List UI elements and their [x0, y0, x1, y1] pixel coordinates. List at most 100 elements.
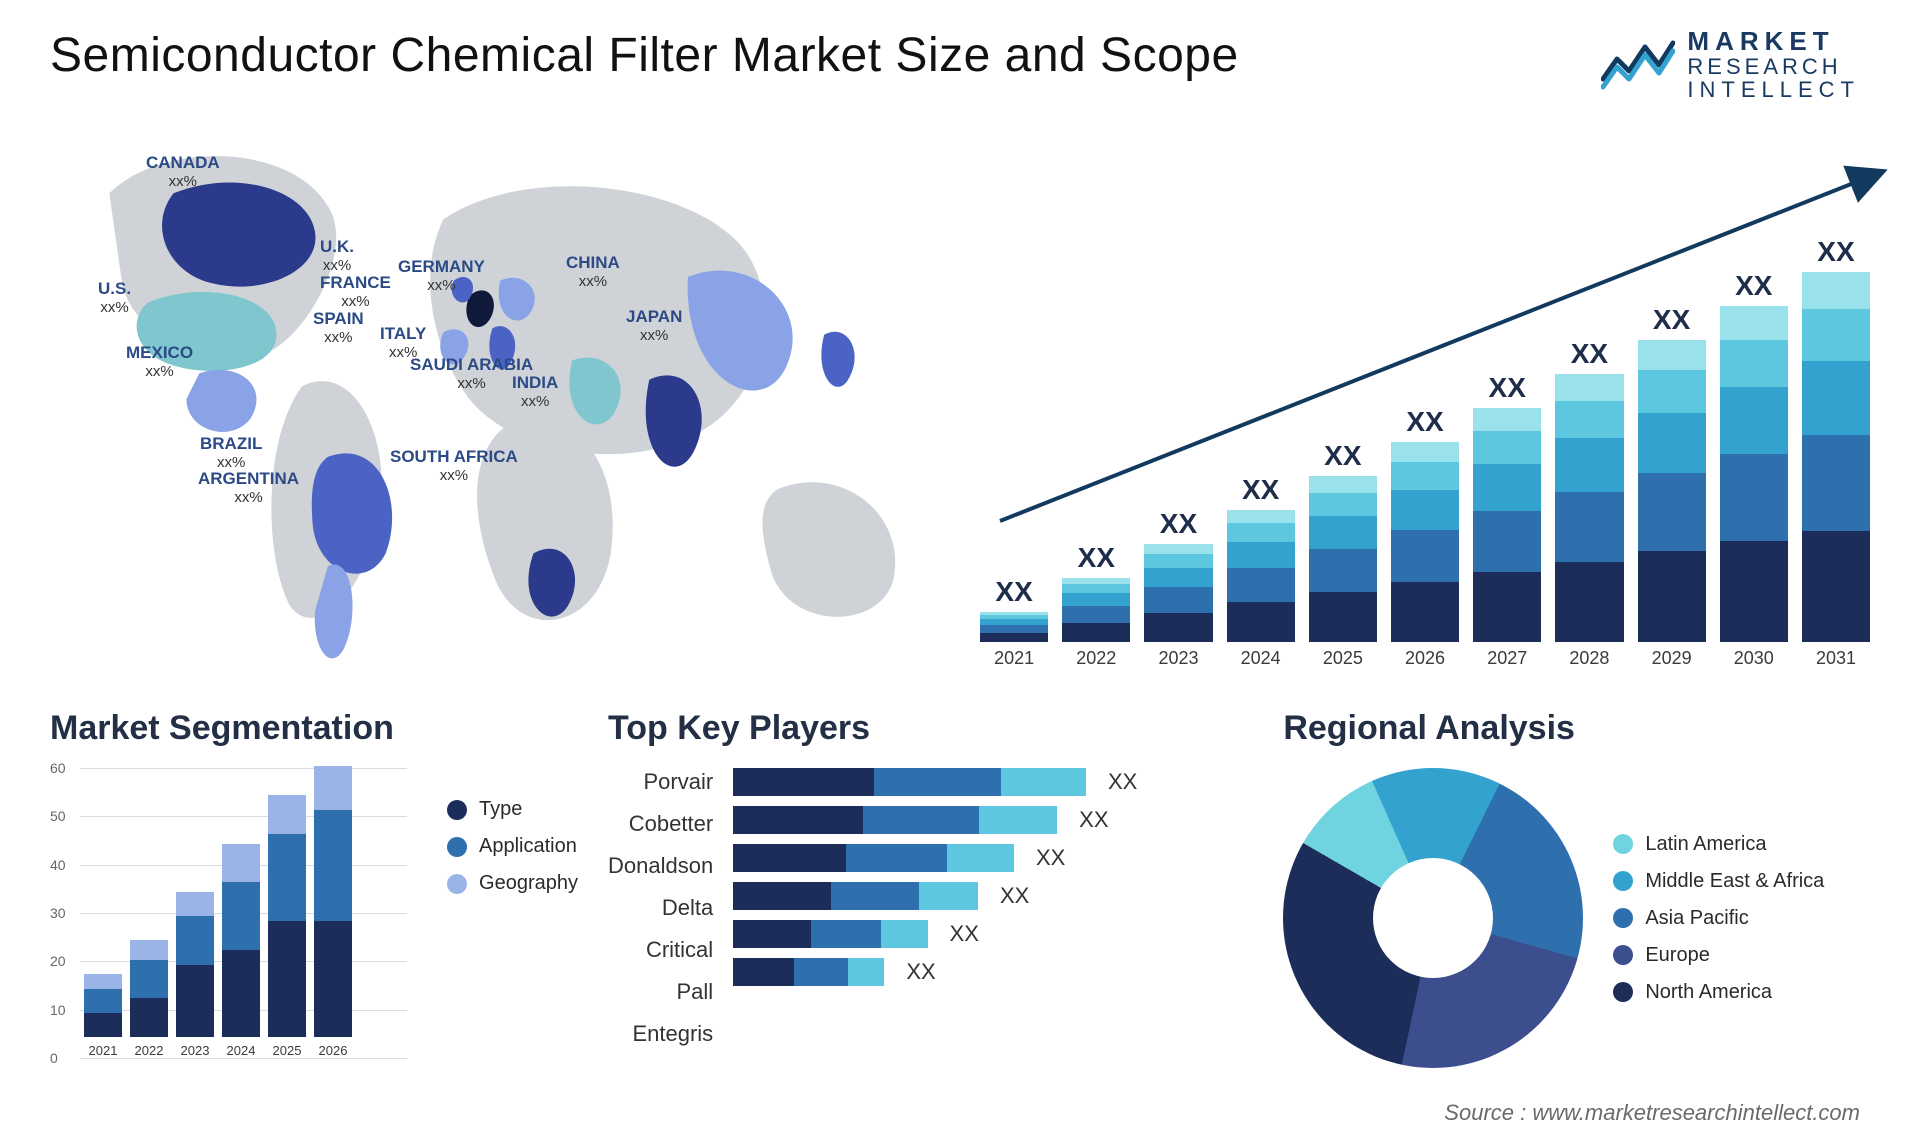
seg-bar-year: 2023	[181, 1043, 210, 1058]
seg-ytick: 10	[50, 1002, 66, 1018]
growth-chart: XX2021XX2022XX2023XX2024XX2025XX2026XX20…	[980, 129, 1870, 669]
growth-bar: XX 2025	[1309, 440, 1377, 669]
growth-bar-year: 2028	[1569, 648, 1609, 669]
world-map-panel: CANADAxx%U.S.xx%MEXICOxx%BRAZILxx%ARGENT…	[50, 129, 940, 669]
growth-bar-value: XX	[1653, 304, 1690, 336]
source-text: Source : www.marketresearchintellect.com	[1444, 1100, 1860, 1126]
player-row: XX	[733, 958, 1137, 986]
player-sidename: Cobetter	[608, 810, 713, 838]
regional-legend-item: Latin America	[1613, 833, 1824, 856]
growth-bar-value: XX	[1571, 338, 1608, 370]
seg-bar-year: 2024	[227, 1043, 256, 1058]
growth-bar: XX2023	[1144, 508, 1212, 669]
regional-panel: Regional Analysis Latin America Middle Ea…	[1283, 709, 1870, 1089]
map-label: U.S.xx%	[98, 279, 131, 316]
map-label: U.K.xx%	[320, 237, 354, 274]
regional-legend-item: Europe	[1613, 944, 1824, 967]
regional-title: Regional Analysis	[1283, 709, 1870, 748]
segmentation-legend: TypeApplicationGeography	[447, 798, 578, 1078]
seg-bar: 2021	[84, 974, 122, 1058]
growth-bar-value: XX	[1735, 270, 1772, 302]
seg-bar: 2024	[222, 844, 260, 1058]
seg-bar-year: 2025	[273, 1043, 302, 1058]
player-value: XX	[950, 921, 979, 947]
growth-bar-value: XX	[1406, 406, 1443, 438]
seg-bar-year: 2021	[89, 1043, 118, 1058]
player-row: XX	[733, 882, 1137, 910]
map-label: INDIAxx%	[512, 373, 558, 410]
growth-bar: XX 2021	[980, 576, 1048, 669]
page-title: Semiconductor Chemical Filter Market Siz…	[50, 28, 1870, 83]
growth-bar: XX2027	[1473, 372, 1541, 669]
growth-bar-year: 2024	[1241, 648, 1281, 669]
map-label: SOUTH AFRICAxx%	[390, 447, 518, 484]
seg-ytick: 30	[50, 905, 66, 921]
growth-bar-year: 2026	[1405, 648, 1445, 669]
growth-bar-value: XX	[1078, 542, 1115, 574]
segmentation-panel: Market Segmentation 0 10 20 30 40 50 60 2021 202…	[50, 709, 578, 1089]
player-value: XX	[1036, 845, 1065, 871]
seg-legend-item: Type	[447, 798, 578, 821]
logo-icon	[1601, 37, 1675, 93]
map-label: SPAINxx%	[313, 309, 364, 346]
segmentation-chart: 0102030405060202120222023202420252026	[50, 768, 417, 1078]
seg-ytick: 0	[50, 1050, 58, 1066]
seg-bar-year: 2026	[319, 1043, 348, 1058]
player-sidename: Porvair	[608, 768, 713, 796]
growth-bar: XX 2031	[1802, 236, 1870, 669]
seg-legend-item: Geography	[447, 872, 578, 895]
logo-line3: INTELLECT	[1687, 78, 1860, 101]
growth-bar: XX 2028	[1555, 338, 1623, 669]
seg-bar: 2022	[130, 940, 168, 1058]
seg-bar-year: 2022	[135, 1043, 164, 1058]
growth-bar-year: 2030	[1734, 648, 1774, 669]
growth-bar: XX 2024	[1227, 474, 1295, 669]
growth-bar-year: 2021	[994, 648, 1034, 669]
seg-bar: 2026	[314, 766, 352, 1058]
map-label: BRAZILxx%	[200, 434, 262, 471]
seg-ytick: 50	[50, 808, 66, 824]
logo-line1: MARKET	[1687, 28, 1860, 55]
growth-bar-value: XX	[1160, 508, 1197, 540]
player-value: XX	[1108, 769, 1137, 795]
map-label: CHINAxx%	[566, 253, 620, 290]
logo-line2: RESEARCH	[1687, 55, 1860, 78]
seg-ytick: 40	[50, 857, 66, 873]
player-value: XX	[1000, 883, 1029, 909]
segmentation-title: Market Segmentation	[50, 709, 578, 748]
growth-bar-value: XX	[1489, 372, 1526, 404]
growth-bar: XX2022	[1062, 542, 1130, 669]
map-label: ARGENTINAxx%	[198, 469, 299, 506]
growth-bar-year: 2025	[1323, 648, 1363, 669]
growth-bar: XX 2030	[1720, 270, 1788, 669]
map-label: CANADAxx%	[146, 153, 220, 190]
growth-bar: XX2029	[1638, 304, 1706, 669]
regional-legend-item: Middle East & Africa	[1613, 870, 1824, 893]
regional-legend-item: Asia Pacific	[1613, 907, 1824, 930]
player-value: XX	[906, 959, 935, 985]
player-value: XX	[1079, 807, 1108, 833]
regional-legend: Latin America Middle East & Africa Asia Pa…	[1613, 833, 1824, 1004]
key-players-sidelist: PorvairCobetterDonaldsonDeltaCriticalPal…	[608, 768, 713, 1048]
player-row: XX	[733, 844, 1137, 872]
growth-bar-value: XX	[995, 576, 1032, 608]
player-row: XX	[733, 806, 1137, 834]
key-players-title: Top Key Players	[608, 709, 1253, 748]
seg-ytick: 60	[50, 760, 66, 776]
growth-bar-value: XX	[1324, 440, 1361, 472]
player-row: XX	[733, 920, 1137, 948]
player-row: XX	[733, 768, 1137, 796]
player-sidename: Entegris	[608, 1020, 713, 1048]
growth-bar-year: 2031	[1816, 648, 1856, 669]
key-players-chart: XXXXXXXXXXXX	[733, 768, 1137, 1048]
player-sidename: Delta	[608, 894, 713, 922]
growth-bar-value: XX	[1242, 474, 1279, 506]
seg-bar: 2023	[176, 892, 214, 1058]
growth-bar: XX 2026	[1391, 406, 1459, 669]
world-map	[50, 129, 940, 669]
regional-donut	[1283, 768, 1583, 1068]
growth-bar-value: XX	[1817, 236, 1854, 268]
seg-ytick: 20	[50, 953, 66, 969]
map-label: GERMANYxx%	[398, 257, 485, 294]
brand-logo: MARKET RESEARCH INTELLECT	[1601, 28, 1860, 101]
